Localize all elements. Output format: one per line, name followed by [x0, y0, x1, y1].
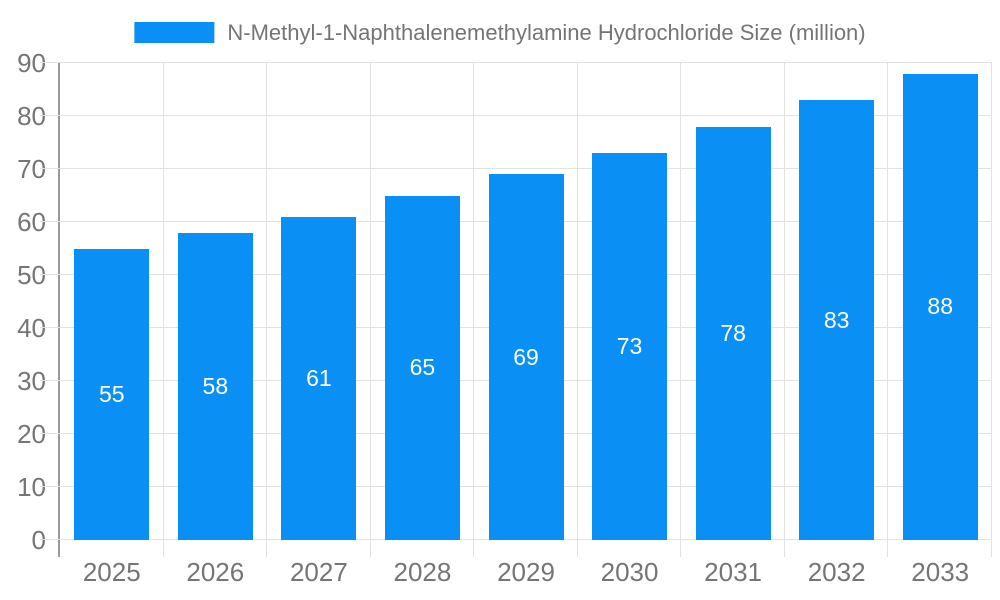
gridline-vertical	[369, 63, 371, 540]
bar-value-label: 65	[409, 354, 436, 381]
gridline-horizontal	[40, 168, 992, 169]
bar-value-label: 61	[306, 364, 332, 391]
legend: N-Methyl-1-Naphthalenemethylamine Hydroc…	[134, 20, 866, 45]
gridline-horizontal	[40, 115, 992, 116]
legend-swatch	[134, 22, 215, 43]
bar: 73	[592, 153, 668, 540]
y-tick-label: 20	[17, 419, 46, 449]
bar-value-label: 55	[98, 380, 125, 407]
bar: 65	[384, 195, 460, 540]
y-tick-label: 10	[17, 472, 46, 502]
y-tick-label: 40	[17, 313, 46, 343]
plot-area: 55 2025 58 2026 61 2027 65 2028 69 2029 73 2030 78 20…	[40, 62, 992, 587]
y-axis-line	[58, 63, 60, 557]
gridline-vertical	[576, 63, 578, 540]
bar: 88	[902, 73, 978, 540]
gridline-vertical	[887, 63, 889, 540]
gridline-horizontal	[40, 62, 992, 63]
bar-value-label: 73	[616, 333, 643, 360]
y-tick-label: 60	[17, 207, 46, 237]
legend-label: N-Methyl-1-Naphthalenemethylamine Hydroc…	[227, 20, 866, 45]
gridline-vertical	[266, 63, 268, 540]
x-tick-label: 2027	[289, 557, 348, 587]
x-tick-mark	[576, 540, 578, 557]
x-tick-label: 2026	[186, 557, 245, 587]
gridline-vertical	[783, 63, 785, 540]
gridline-vertical	[991, 63, 992, 540]
x-tick-mark	[887, 540, 889, 557]
y-tick-label: 80	[17, 101, 46, 131]
x-tick-label: 2028	[393, 557, 452, 587]
gridline-vertical	[162, 63, 164, 540]
bar-value-label: 78	[720, 319, 746, 346]
gridline-vertical	[473, 63, 475, 540]
bar: 58	[177, 232, 253, 540]
y-tick-label: 0	[31, 525, 46, 555]
x-tick-mark	[266, 540, 268, 557]
bar: 78	[695, 126, 771, 540]
y-tick-label: 30	[17, 366, 46, 396]
gridline-vertical	[680, 63, 682, 540]
bar-value-label: 58	[202, 372, 229, 399]
x-tick-label: 2029	[497, 557, 555, 587]
bar-value-label: 88	[927, 293, 954, 320]
bar: 61	[281, 216, 357, 540]
bar: 83	[799, 100, 875, 540]
y-tick-label: 90	[17, 48, 46, 78]
x-tick-mark	[369, 540, 371, 557]
bar: 55	[74, 248, 150, 540]
bar: 69	[488, 174, 564, 540]
x-tick-label: 2030	[600, 557, 659, 587]
x-tick-label: 2025	[82, 557, 141, 587]
x-tick-label: 2032	[807, 557, 866, 587]
x-tick-mark	[991, 540, 992, 557]
x-tick-label: 2033	[911, 557, 970, 587]
y-tick-label: 70	[17, 154, 46, 184]
x-tick-label: 2031	[704, 557, 763, 587]
x-tick-mark	[473, 540, 475, 557]
x-tick-mark	[162, 540, 164, 557]
x-tick-mark	[680, 540, 682, 557]
y-axis-labels: 0 10 20 30 40 50 60 70 80 90	[0, 48, 46, 555]
y-tick-label: 50	[17, 260, 46, 290]
bar-value-label: 83	[823, 306, 850, 333]
bar-value-label: 69	[513, 343, 539, 370]
x-tick-mark	[783, 540, 785, 557]
